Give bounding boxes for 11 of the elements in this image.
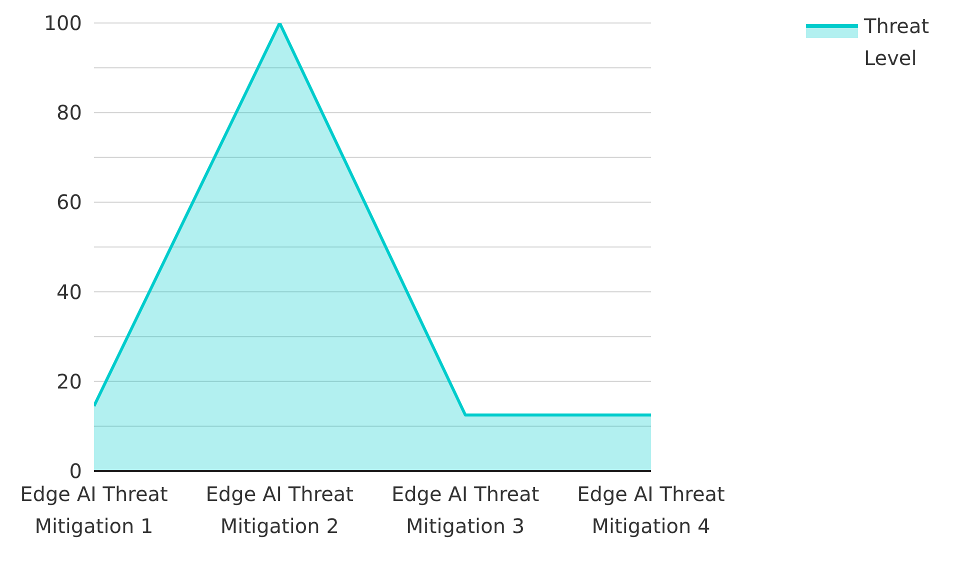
x-tick-label: Edge AI Threat Mitigation 1: [20, 482, 168, 538]
y-tick-label: 60: [56, 190, 82, 214]
y-tick-label: 40: [56, 280, 82, 304]
legend-label: Threat Level: [864, 13, 930, 72]
y-tick-label: 20: [56, 369, 82, 394]
y-tick-label: 100: [44, 11, 82, 35]
y-tick-label: 80: [56, 100, 82, 125]
x-tick-label: Edge AI Threat Mitigation 2: [206, 482, 354, 538]
y-tick-label: 0: [69, 459, 82, 483]
x-tick-label: Edge AI Threat Mitigation 3: [391, 482, 540, 538]
x-tick-label: Edge AI Threat Mitigation 4: [577, 482, 726, 538]
